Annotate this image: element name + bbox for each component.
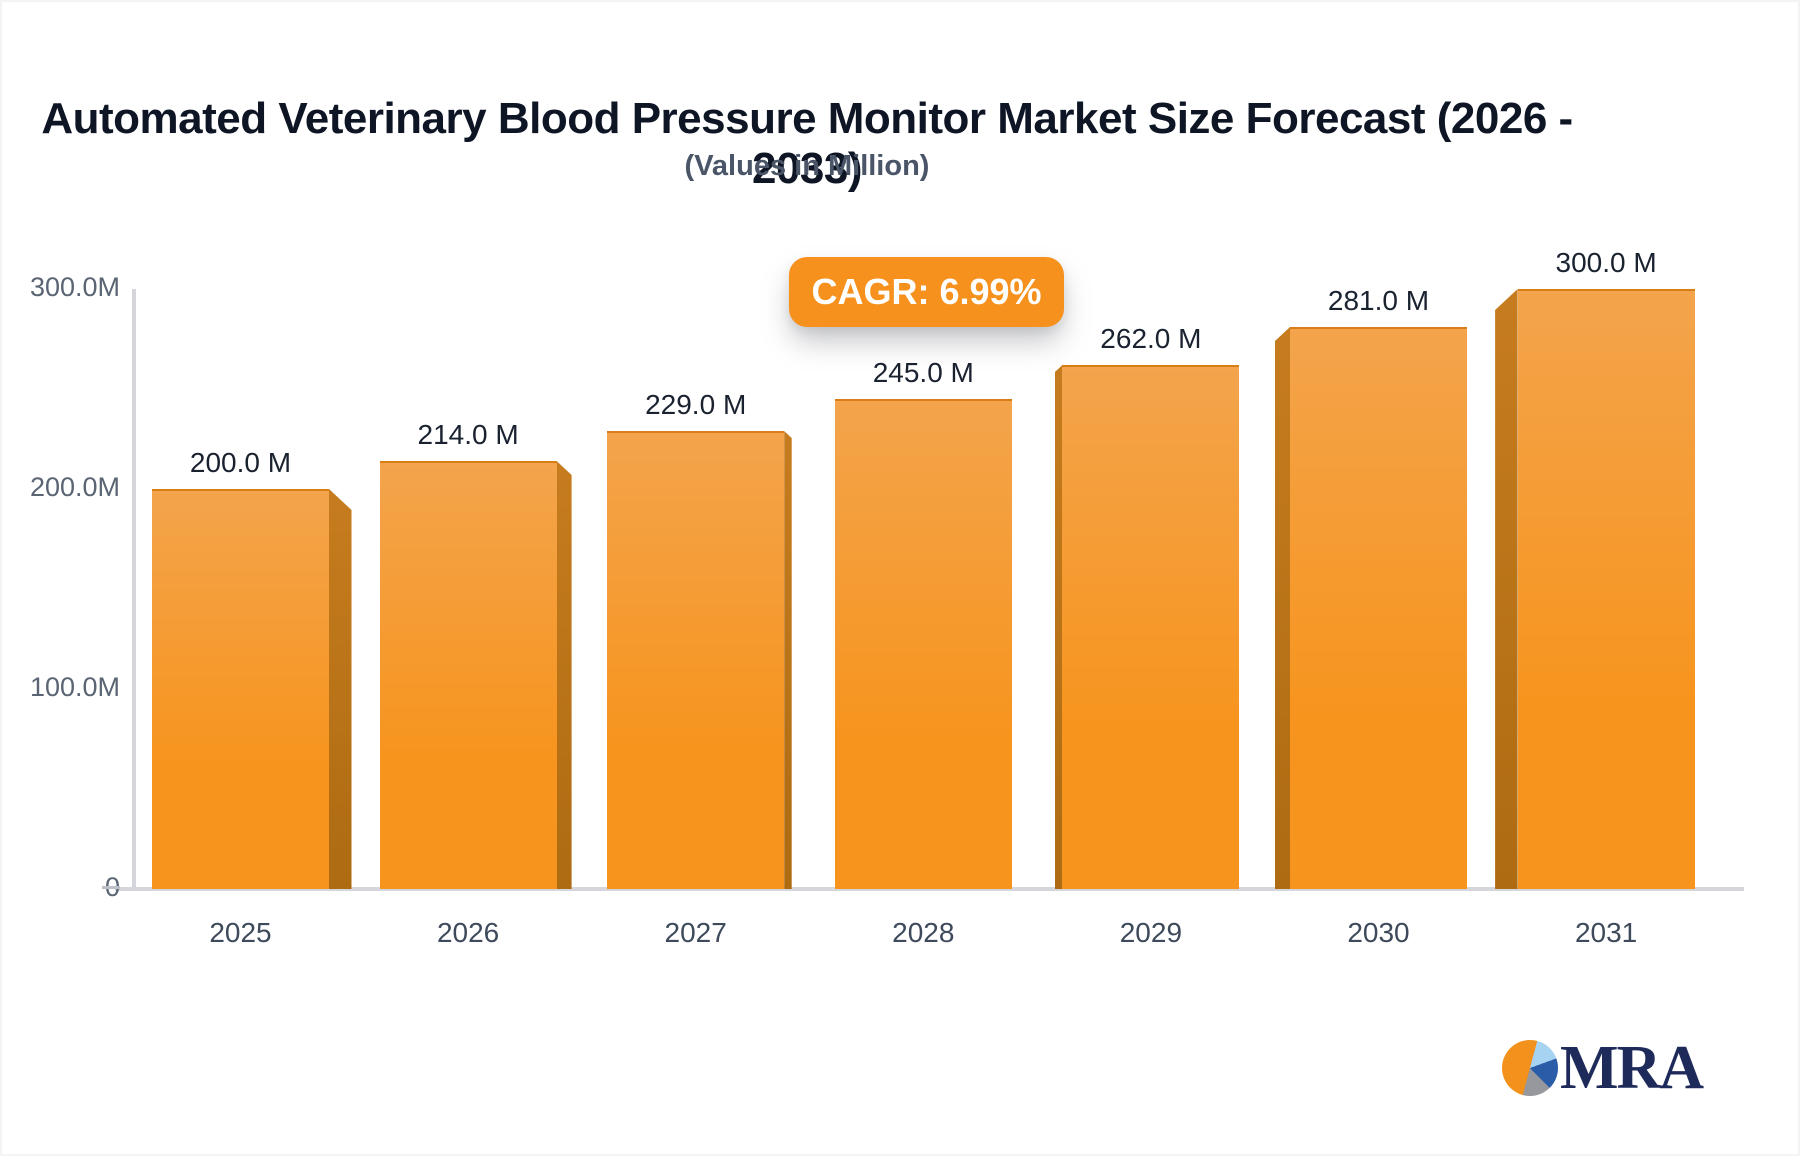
brand-logo-text: MRA — [1560, 1034, 1704, 1102]
x-axis-label-2026: 2026 — [436, 917, 500, 948]
bar-value-label-2025: 200.0 M — [189, 447, 292, 478]
bar-2031 — [1517, 289, 1695, 889]
y-axis-tick-label-100: 100.0M — [29, 672, 120, 702]
bar-side-2025 — [329, 489, 352, 889]
x-axis-label-2025: 2025 — [209, 917, 272, 948]
bar-2025 — [152, 489, 329, 889]
y-axis-tick-label-200: 200.0M — [29, 472, 120, 502]
bar-value-label-2029: 262.0 M — [1100, 323, 1202, 354]
bar-side-2031 — [1495, 289, 1518, 889]
y-axis-line — [132, 289, 136, 891]
brand-logo: MRA — [1502, 1034, 1704, 1102]
bar-value-label-2028: 245.0 M — [872, 357, 974, 388]
bar-value-label-2031: 300.0 M — [1555, 247, 1657, 278]
bar-side-2026 — [556, 461, 572, 889]
x-axis-label-2031: 2031 — [1574, 917, 1638, 948]
bar-2028 — [834, 399, 1012, 889]
bar-2029 — [1062, 365, 1240, 889]
bar-side-2027 — [784, 431, 792, 889]
x-axis-label-2029: 2029 — [1119, 917, 1183, 948]
chart-title: Automated Veterinary Blood Pressure Moni… — [41, 94, 1573, 193]
bar-side-2030 — [1275, 327, 1290, 889]
bar-2030 — [1290, 327, 1467, 889]
x-axis-label-2028: 2028 — [892, 917, 955, 948]
cagr-badge-label: CAGR: 6.99% — [811, 271, 1042, 312]
bar-2026 — [379, 461, 557, 889]
bar-2027 — [607, 431, 785, 889]
cagr-badge: CAGR: 6.99% — [789, 257, 1064, 327]
chart-subtitle: (Values in Million) — [684, 150, 930, 182]
bar-value-label-2027: 229.0 M — [645, 389, 747, 420]
x-axis-label-2027: 2027 — [664, 917, 727, 948]
bar-value-label-2030: 281.0 M — [1327, 285, 1430, 316]
bar-side-2029 — [1054, 365, 1063, 889]
x-axis-label-2030: 2030 — [1347, 917, 1410, 948]
y-axis-tick-label-300: 300.0M — [29, 272, 120, 302]
y-axis-tick-mark-0 — [102, 886, 120, 889]
bar-value-label-2026: 214.0 M — [417, 419, 519, 450]
x-axis-line — [115, 887, 1744, 891]
pie-chart-icon — [1502, 1040, 1558, 1096]
